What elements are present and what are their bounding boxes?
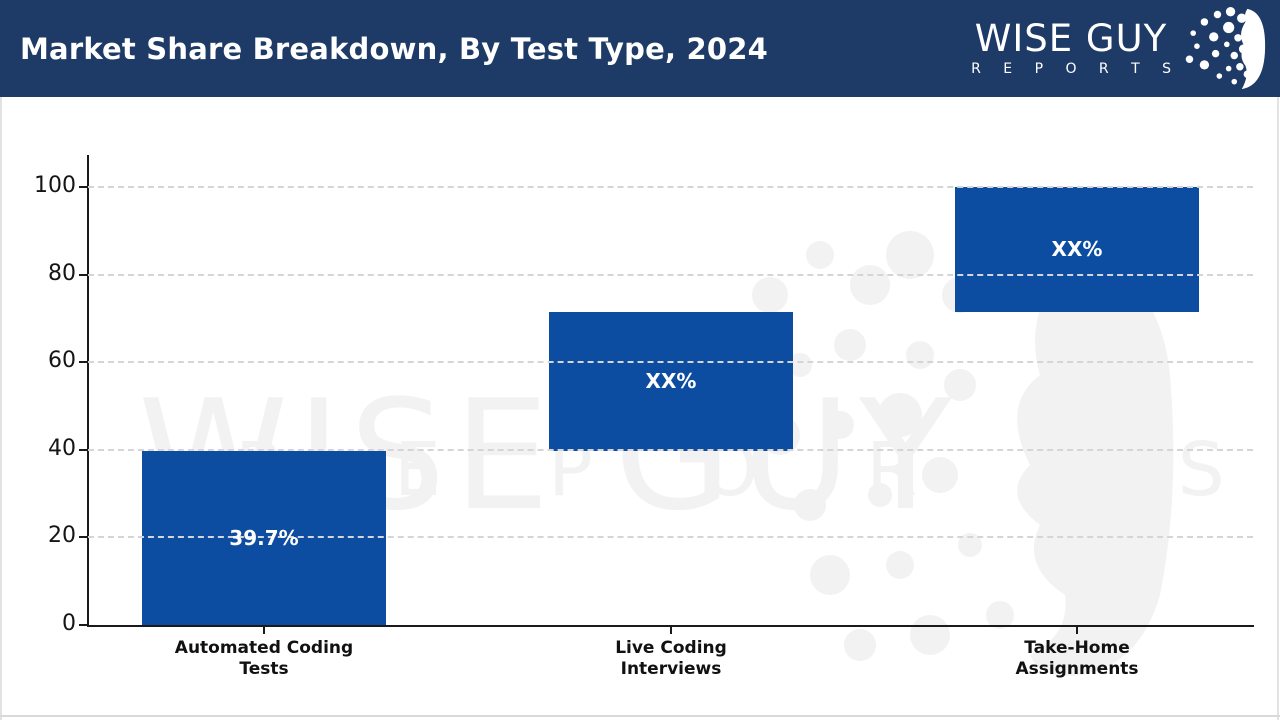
y-tick-label: 40 bbox=[48, 435, 76, 461]
right-border bbox=[1277, 97, 1279, 720]
y-tick-label: 100 bbox=[34, 173, 76, 198]
header: Market Share Breakdown, By Test Type, 20… bbox=[0, 0, 1280, 97]
bar-value-label: 39.7% bbox=[229, 526, 299, 551]
chart-area: WISE GUY R E P O R T S 0 20 40 60 80 100 39.7%… bbox=[0, 97, 1280, 720]
bar-value-label: XX% bbox=[645, 369, 697, 394]
x-axis bbox=[87, 625, 1254, 627]
y-axis bbox=[87, 155, 89, 627]
gridline bbox=[88, 273, 1253, 276]
category-label: Live Coding Interviews bbox=[615, 638, 727, 679]
gridline bbox=[88, 448, 1253, 451]
x-tick bbox=[1076, 627, 1078, 634]
logo-wordmark: WISE GUY R E P O R T S bbox=[962, 19, 1180, 78]
y-tick-label: 60 bbox=[48, 348, 76, 374]
bar-value-label: XX% bbox=[1051, 237, 1103, 262]
category-label: Take-Home Assignments bbox=[1015, 638, 1139, 679]
logo-wordmark-sub: R E P O R T S bbox=[971, 61, 1180, 77]
y-tick bbox=[79, 624, 88, 626]
y-tick bbox=[79, 273, 88, 276]
x-tick bbox=[263, 627, 265, 634]
bottom-border bbox=[0, 715, 1280, 717]
logo-wordmark-main: WISE GUY bbox=[974, 17, 1168, 60]
gridline bbox=[88, 536, 1253, 539]
y-tick-label: 20 bbox=[48, 523, 76, 549]
y-tick bbox=[79, 361, 88, 364]
page-title: Market Share Breakdown, By Test Type, 20… bbox=[20, 31, 769, 66]
gridline bbox=[88, 186, 1253, 188]
y-tick bbox=[79, 448, 88, 451]
y-tick bbox=[79, 536, 88, 539]
left-border bbox=[0, 97, 2, 720]
logo-face-icon bbox=[1185, 6, 1266, 89]
y-tick-label: 80 bbox=[48, 260, 76, 286]
y-tick bbox=[79, 186, 88, 188]
brand-logo: WISE GUY R E P O R T S bbox=[962, 6, 1280, 91]
category-label: Automated Coding Tests bbox=[174, 638, 354, 679]
y-tick-label: 0 bbox=[62, 611, 76, 636]
x-tick bbox=[670, 627, 672, 634]
gridline bbox=[88, 361, 1253, 364]
bar bbox=[955, 187, 1199, 312]
bar bbox=[549, 311, 793, 452]
